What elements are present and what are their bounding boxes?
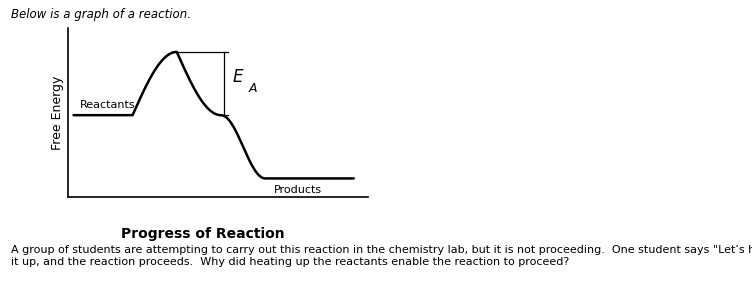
Text: Products: Products	[274, 185, 323, 195]
Text: A group of students are attempting to carry out this reaction in the chemistry l: A group of students are attempting to ca…	[11, 245, 752, 267]
Text: A: A	[249, 82, 257, 95]
Text: Below is a graph of a reaction.: Below is a graph of a reaction.	[11, 8, 191, 21]
Text: E: E	[233, 68, 244, 86]
Text: Reactants: Reactants	[80, 100, 135, 111]
Y-axis label: Free Energy: Free Energy	[50, 76, 63, 150]
Text: Progress of Reaction: Progress of Reaction	[121, 227, 285, 241]
